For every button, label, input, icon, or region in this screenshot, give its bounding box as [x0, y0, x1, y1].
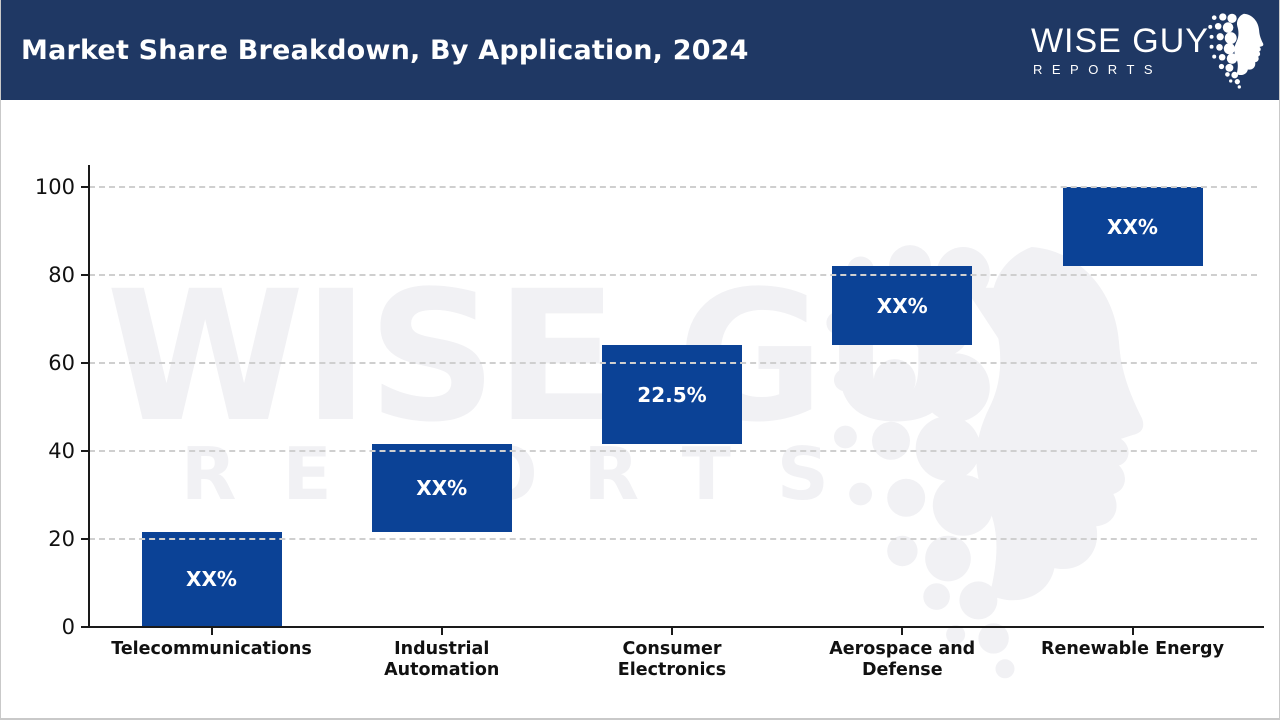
bar-telecommunications: XX% — [141, 532, 282, 627]
bar-value-label-renewable-energy: XX% — [1107, 214, 1158, 239]
y-tick-20 — [81, 537, 88, 540]
bar-consumer-electronics: 22.5% — [602, 345, 742, 445]
x-label-telecommunications: Telecommunications — [92, 639, 332, 660]
x-tick-industrial-automation — [440, 628, 443, 635]
watermark-subtext: REPORTS — [181, 432, 875, 516]
y-tick-label-40: 40 — [48, 438, 75, 463]
bar-industrial-automation: XX% — [371, 444, 512, 533]
brand-logo: WISE GUY REPORTS — [1031, 10, 1269, 90]
x-label-line: Electronics — [617, 660, 727, 680]
x-label-line: Consumer — [622, 639, 722, 659]
y-tick-label-80: 80 — [48, 263, 75, 288]
y-tick-label-0: 0 — [61, 614, 75, 639]
gridline-60 — [89, 361, 1257, 364]
x-label-industrial-automation: Industrial Automation — [322, 639, 562, 681]
header: Market Share Breakdown, By Application, … — [1, 0, 1279, 100]
logo-text: WISE GUY REPORTS — [1031, 24, 1209, 76]
x-label-line: Telecommunications — [111, 639, 312, 659]
x-label-line: Renewable Energy — [1041, 639, 1224, 659]
y-tick-80 — [81, 274, 88, 277]
y-tick-label-60: 60 — [48, 350, 75, 375]
gridline-80 — [89, 274, 1257, 277]
bar-value-label-aerospace-and-defense: XX% — [876, 293, 928, 318]
logo-wordmark: WISE GUY — [1030, 22, 1209, 60]
x-label-renewable-energy: Renewable Energy — [1013, 639, 1253, 660]
x-label-line: Automation — [384, 660, 500, 680]
y-tick-40 — [81, 449, 88, 452]
x-tick-consumer-electronics — [671, 628, 673, 635]
bar-value-label-industrial-automation: XX% — [416, 476, 468, 501]
bar-value-label-consumer-electronics: 22.5% — [637, 382, 707, 407]
y-tick-60 — [81, 361, 88, 364]
x-label-line: Defense — [861, 660, 943, 680]
x-label-line: Aerospace and — [829, 639, 976, 659]
bar-renewable-energy: XX% — [1062, 187, 1203, 267]
x-axis — [88, 626, 1264, 628]
bar-value-label-telecommunications: XX% — [186, 567, 237, 592]
x-tick-renewable-energy — [1131, 628, 1134, 635]
y-tick-0 — [81, 625, 88, 628]
wiseguy-head-icon — [1208, 13, 1264, 89]
page-title: Market Share Breakdown, By Application, … — [21, 34, 749, 66]
x-label-line: Industrial — [394, 639, 490, 659]
y-tick-label-20: 20 — [48, 526, 75, 551]
logo-subtext: REPORTS — [1032, 62, 1163, 77]
y-tick-label-100: 100 — [34, 175, 75, 200]
x-tick-telecommunications — [210, 628, 213, 635]
x-label-aerospace-and-defense: Aerospace and Defense — [782, 639, 1022, 681]
x-label-consumer-electronics: Consumer Electronics — [552, 639, 792, 681]
gridline-20 — [89, 537, 1257, 540]
gridline-40 — [89, 449, 1257, 452]
x-tick-aerospace-and-defense — [901, 628, 904, 635]
y-tick-100 — [81, 186, 88, 189]
gridline-100 — [89, 186, 1257, 189]
y-axis — [88, 165, 90, 628]
bar-aerospace-and-defense: XX% — [832, 266, 973, 346]
